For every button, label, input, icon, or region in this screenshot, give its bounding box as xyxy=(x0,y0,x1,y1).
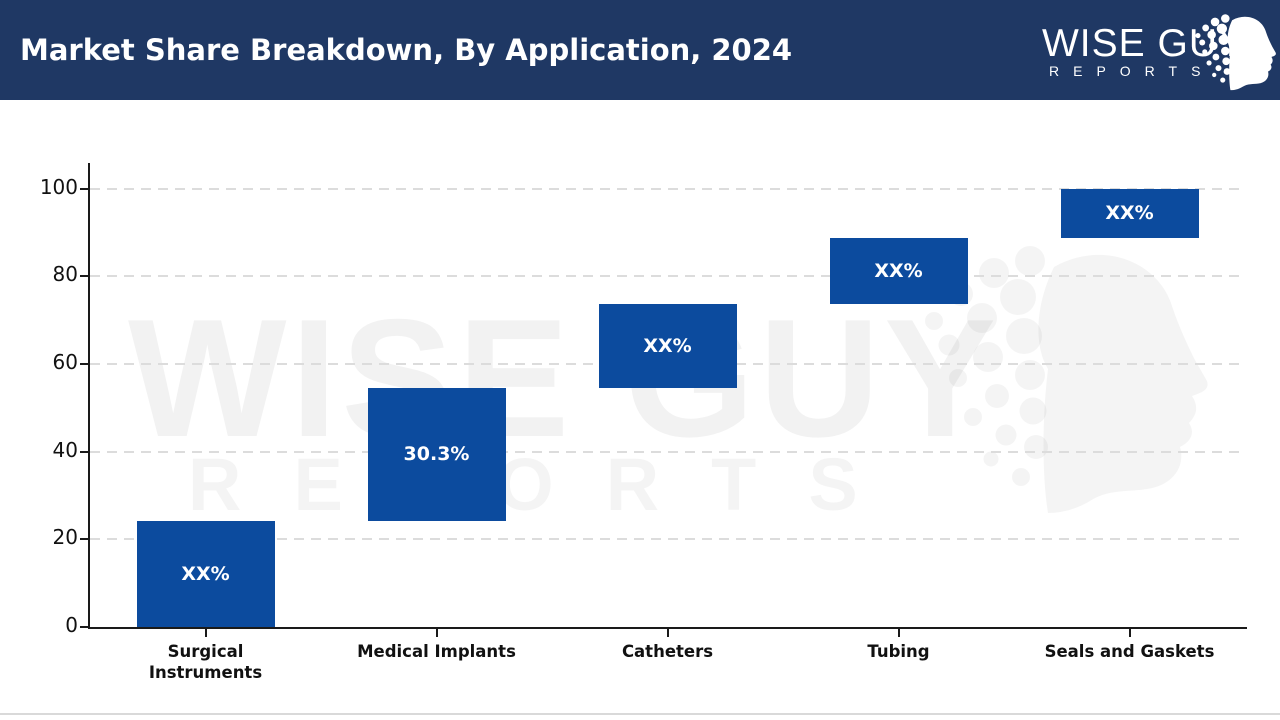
gridline-100 xyxy=(90,187,1245,190)
x-axis-category-label-line: Surgical xyxy=(167,642,244,661)
watermark-subtext: REPORTS xyxy=(188,442,910,527)
y-axis-tick-label: 40 xyxy=(52,437,78,462)
x-axis-category-labels: Surgical Instruments Medical Implants Cathe… xyxy=(90,641,1245,701)
bar-surgical-instruments: XX% xyxy=(136,520,275,627)
gridline-40 xyxy=(90,450,1245,453)
x-axis-category-label-line: Instruments xyxy=(148,663,263,683)
bar-value-label: XX% xyxy=(643,335,692,358)
x-axis-tick xyxy=(897,629,900,637)
bar-value-label: XX% xyxy=(181,562,230,585)
x-axis-line xyxy=(88,627,1247,629)
y-axis-tick-labels: 0 20 40 60 80 100 xyxy=(0,165,78,640)
x-axis-category-label: Medical Implants xyxy=(322,641,552,662)
bar-value-label: XX% xyxy=(1105,202,1154,225)
x-axis-category-label: Catheters xyxy=(553,641,783,662)
x-axis-tick xyxy=(1128,629,1131,637)
x-axis-category-label: Tubing xyxy=(784,641,1014,662)
x-axis-category-label-line: Seals and Gaskets xyxy=(1044,642,1215,661)
y-axis-tick xyxy=(80,275,88,278)
x-axis-tick xyxy=(435,629,438,637)
y-axis-tick xyxy=(80,362,88,365)
y-axis-tick-label: 20 xyxy=(52,525,78,550)
footer-divider xyxy=(0,713,1280,715)
y-axis-tick-label: 80 xyxy=(52,262,78,287)
gridline-80 xyxy=(90,275,1245,278)
bar-medical-implants: 30.3% xyxy=(367,388,506,521)
bar-value-label: 30.3% xyxy=(403,443,470,466)
y-axis-tick xyxy=(80,187,88,190)
bar-seals-and-gaskets: XX% xyxy=(1060,188,1199,239)
y-axis-tick-label: 100 xyxy=(39,174,78,199)
chart-plot-area: XX% 30.3% XX% XX% XX% xyxy=(80,165,1245,637)
header-bar: Market Share Breakdown, By Application, … xyxy=(0,0,1280,100)
x-axis-category-label: Surgical Instruments xyxy=(91,641,321,683)
y-axis-tick xyxy=(80,626,88,628)
page-title: Market Share Breakdown, By Application, … xyxy=(20,33,793,67)
y-axis-tick xyxy=(80,450,88,453)
x-axis-category-label-line: Medical Implants xyxy=(357,642,516,661)
x-axis-category-label-line: Tubing xyxy=(867,642,930,661)
gridline-20 xyxy=(90,538,1245,541)
x-axis-tick xyxy=(666,629,669,637)
x-axis-tick xyxy=(204,629,207,637)
wiseguy-logo-subtext: REPORTS xyxy=(1049,63,1215,79)
y-axis-line xyxy=(88,163,90,629)
wiseguy-logo-face-icon xyxy=(1186,7,1280,95)
x-axis-category-label: Seals and Gaskets xyxy=(1015,641,1245,662)
bar-catheters: XX% xyxy=(598,304,737,388)
x-axis-category-label-line: Catheters xyxy=(621,642,714,661)
bar-value-label: XX% xyxy=(874,260,923,283)
y-axis-tick-label: 0 xyxy=(65,613,78,637)
y-axis-tick-label: 60 xyxy=(52,349,78,374)
bar-tubing: XX% xyxy=(829,238,968,305)
watermark-text: WISE GUY xyxy=(128,284,1001,472)
y-axis-tick xyxy=(80,538,88,541)
